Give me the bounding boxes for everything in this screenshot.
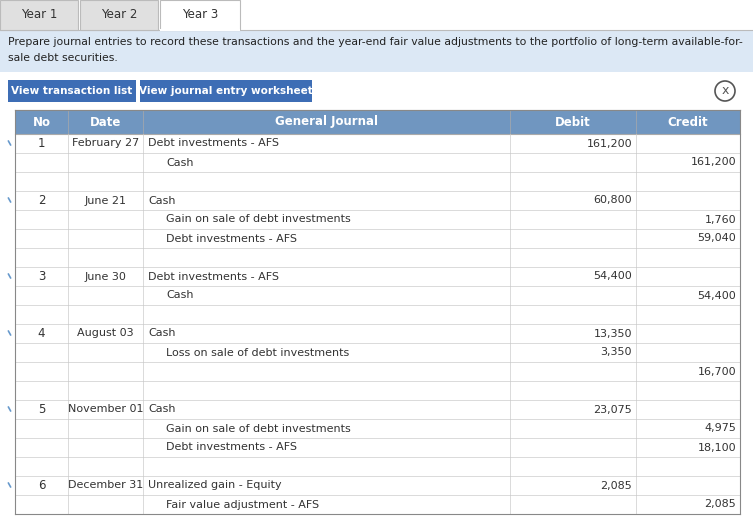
Text: 59,040: 59,040	[697, 233, 736, 243]
Text: Debit: Debit	[555, 115, 591, 129]
Text: 2: 2	[38, 194, 45, 207]
Bar	[15, 381, 740, 400]
Text: 1: 1	[38, 137, 45, 150]
Bar	[15, 476, 740, 495]
Text: Debt investments - AFS: Debt investments - AFS	[166, 443, 297, 453]
Text: General Journal: General Journal	[275, 115, 378, 129]
Text: Prepare journal entries to record these transactions and the year-end fair value: Prepare journal entries to record these …	[8, 37, 742, 47]
Text: 1,760: 1,760	[704, 214, 736, 225]
Bar	[15, 191, 740, 210]
Bar	[15, 419, 740, 438]
Text: February 27: February 27	[72, 139, 139, 149]
Text: 6: 6	[38, 479, 45, 492]
Bar	[15, 267, 740, 286]
Text: 4: 4	[38, 327, 45, 340]
Bar	[15, 134, 740, 153]
Text: 5: 5	[38, 403, 45, 416]
Bar	[15, 153, 740, 172]
Text: 54,400: 54,400	[593, 271, 632, 281]
Text: 3: 3	[38, 270, 45, 283]
Text: 3,350: 3,350	[600, 347, 632, 357]
Text: Loss on sale of debt investments: Loss on sale of debt investments	[166, 347, 349, 357]
Text: December 31: December 31	[68, 481, 143, 491]
Text: Debt investments - AFS: Debt investments - AFS	[166, 233, 297, 243]
Text: Year 2: Year 2	[101, 8, 137, 22]
Bar	[0, 0, 78, 30]
Text: sale debt securities.: sale debt securities.	[8, 53, 117, 63]
Text: Cash: Cash	[166, 158, 194, 168]
Text: Debt investments - AFS: Debt investments - AFS	[148, 139, 279, 149]
Text: View journal entry worksheet: View journal entry worksheet	[139, 86, 313, 96]
Text: 18,100: 18,100	[697, 443, 736, 453]
Text: Year 3: Year 3	[182, 8, 218, 22]
Text: November 01: November 01	[68, 405, 143, 415]
Text: Cash: Cash	[166, 290, 194, 300]
Text: View transaction list: View transaction list	[11, 86, 133, 96]
Text: Debt investments - AFS: Debt investments - AFS	[148, 271, 279, 281]
Bar	[15, 305, 740, 324]
Text: Date: Date	[90, 115, 121, 129]
Text: 60,800: 60,800	[593, 196, 632, 206]
Text: 2,085: 2,085	[704, 500, 736, 510]
Text: Cash: Cash	[148, 328, 175, 338]
Text: Credit: Credit	[668, 115, 709, 129]
Bar	[80, 0, 158, 30]
Bar	[15, 495, 740, 514]
Text: No: No	[32, 115, 50, 129]
Text: Fair value adjustment - AFS: Fair value adjustment - AFS	[166, 500, 319, 510]
Bar	[15, 210, 740, 229]
Text: 23,075: 23,075	[593, 405, 632, 415]
Bar	[15, 343, 740, 362]
Text: June 21: June 21	[84, 196, 127, 206]
Bar	[140, 80, 312, 102]
Text: 16,700: 16,700	[697, 366, 736, 376]
Bar	[15, 457, 740, 476]
Text: Gain on sale of debt investments: Gain on sale of debt investments	[166, 214, 351, 225]
Text: Gain on sale of debt investments: Gain on sale of debt investments	[166, 424, 351, 434]
Text: 13,350: 13,350	[593, 328, 632, 338]
Text: 4,975: 4,975	[704, 424, 736, 434]
Bar	[15, 400, 740, 419]
Text: 161,200: 161,200	[587, 139, 632, 149]
Text: Unrealized gain - Equity: Unrealized gain - Equity	[148, 481, 282, 491]
Bar	[15, 248, 740, 267]
Text: Cash: Cash	[148, 405, 175, 415]
Bar	[15, 324, 740, 343]
Text: 161,200: 161,200	[691, 158, 736, 168]
Bar	[15, 362, 740, 381]
Bar	[15, 110, 740, 134]
Bar	[15, 286, 740, 305]
Text: Year 1: Year 1	[21, 8, 57, 22]
Bar	[15, 229, 740, 248]
Bar	[15, 172, 740, 191]
Text: August 03: August 03	[78, 328, 134, 338]
Bar	[160, 0, 240, 30]
Text: 2,085: 2,085	[600, 481, 632, 491]
Bar	[0, 30, 753, 72]
Text: x: x	[721, 84, 729, 97]
Bar	[15, 438, 740, 457]
Text: June 30: June 30	[84, 271, 127, 281]
Bar	[8, 80, 136, 102]
Text: 54,400: 54,400	[697, 290, 736, 300]
Text: Cash: Cash	[148, 196, 175, 206]
